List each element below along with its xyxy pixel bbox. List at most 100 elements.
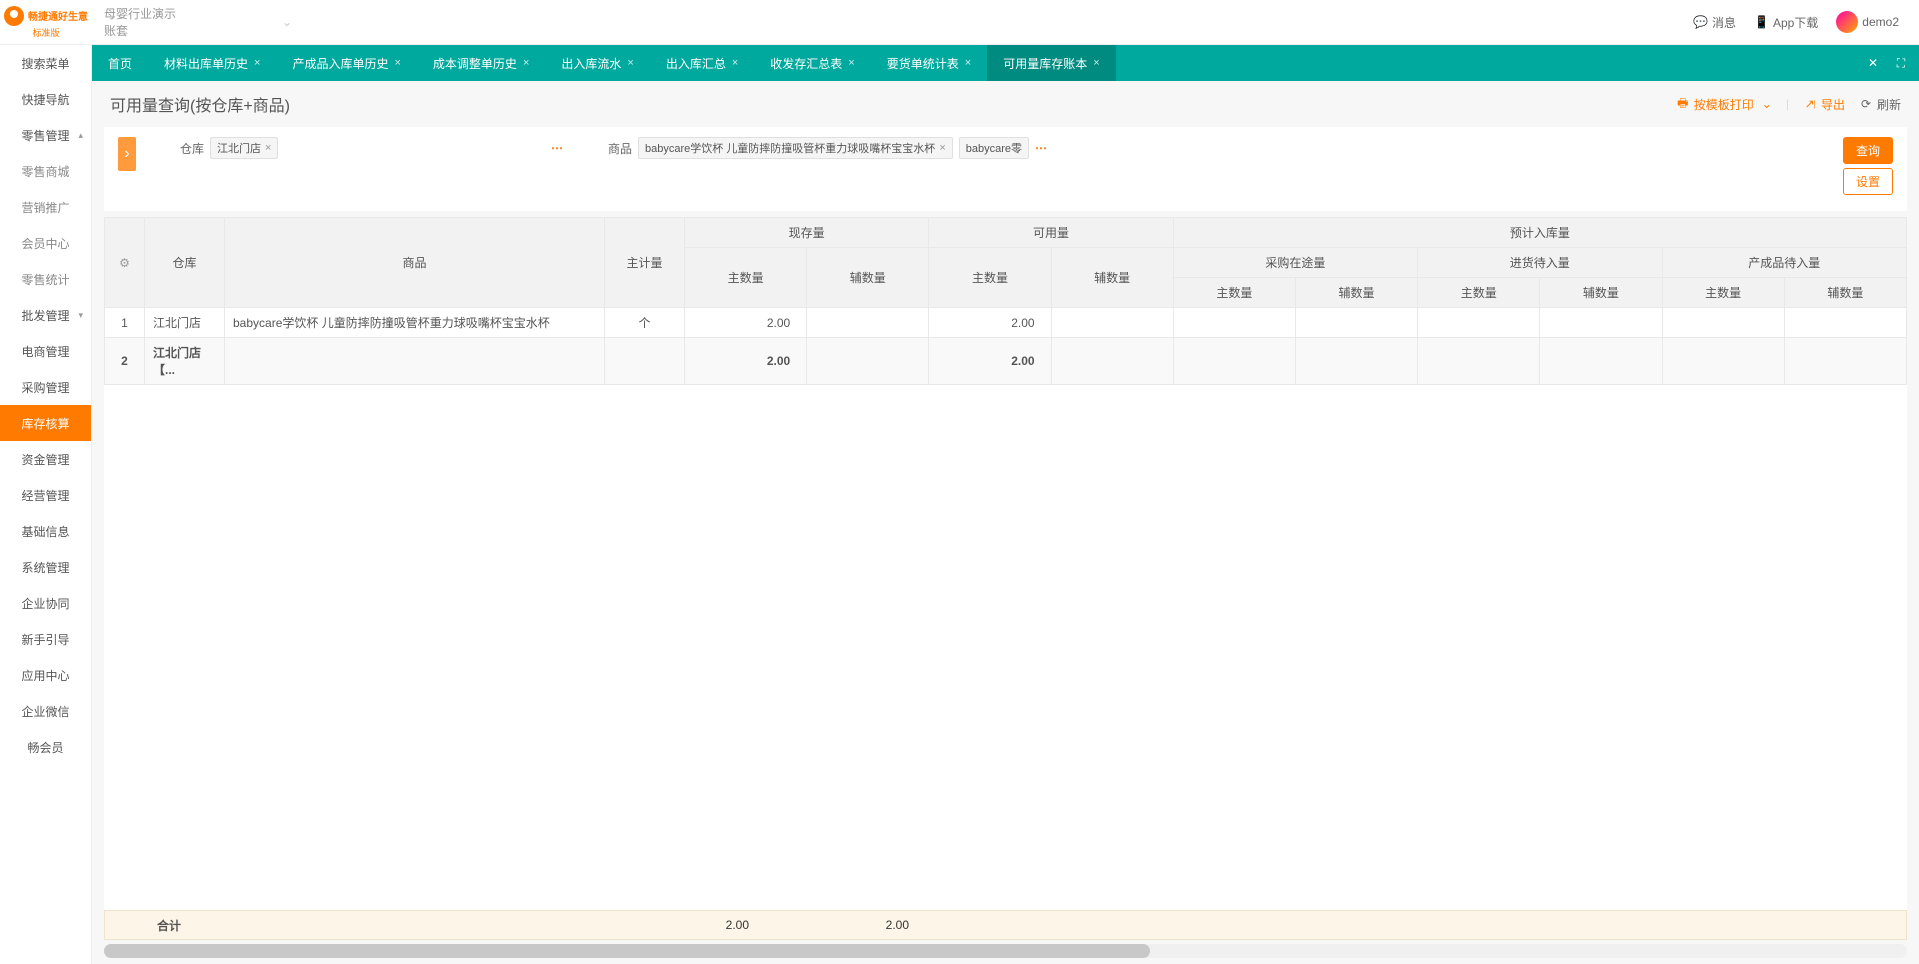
col-group-purchase: 采购在途量	[1173, 248, 1417, 278]
sidebar-search[interactable]: 搜索菜单	[0, 45, 91, 81]
sidebar-item-basicinfo[interactable]: 基础信息	[0, 513, 91, 549]
close-icon[interactable]: ×	[1093, 57, 1099, 69]
cell-stock-main: 2.00	[685, 308, 807, 338]
sidebar-item-member[interactable]: 畅会员	[0, 729, 91, 765]
print-button[interactable]: 按模板打印	[1676, 96, 1772, 113]
filter-panel: 仓库 江北门店 × ⋯ 商品 babycare学饮杯 儿童防摔防撞吸管杯重力球吸…	[104, 127, 1907, 211]
tab-available-stock[interactable]: 可用量库存账本×	[987, 45, 1115, 81]
tab-inout-flow[interactable]: 出入库流水×	[545, 45, 649, 81]
col-stock-main: 主数量	[685, 248, 807, 308]
top-header: 畅捷通好生意 标准版 母婴行业演示账套 消息 App下载 demo2	[0, 0, 1919, 45]
product-tag[interactable]: babycare零	[959, 137, 1029, 159]
row-index: 1	[105, 308, 145, 338]
sidebar-item-guide[interactable]: 新手引导	[0, 621, 91, 657]
fullscreen-button[interactable]	[1891, 53, 1911, 73]
col-group-available: 可用量	[929, 218, 1173, 248]
account-set-selector[interactable]: 母婴行业演示账套	[92, 5, 292, 39]
totals-stock-main: 2.00	[685, 918, 765, 932]
sidebar-group-retail[interactable]: 零售管理▴	[0, 117, 91, 153]
totals-label: 合计	[105, 917, 225, 934]
sidebar-sub-retailmall[interactable]: 零售商城	[0, 153, 91, 189]
user-menu[interactable]: demo2	[1836, 11, 1899, 33]
phone-icon	[1754, 15, 1769, 29]
remove-tag-icon[interactable]: ×	[265, 142, 271, 154]
refresh-button[interactable]: 刷新	[1859, 96, 1901, 113]
table-row-summary[interactable]: 2 江北门店【... 2.00 2.00	[105, 338, 1907, 385]
sidebar-item-system[interactable]: 系统管理	[0, 549, 91, 585]
cell-unit	[605, 338, 685, 385]
sidebar-group-wholesale[interactable]: 批发管理▾	[0, 297, 91, 333]
cell-stock-aux	[807, 308, 929, 338]
table-row[interactable]: 1 江北门店 babycare学饮杯 儿童防摔防撞吸管杯重力球吸嘴杯宝宝水杯 个…	[105, 308, 1907, 338]
tab-receive-summary[interactable]: 收发存汇总表×	[754, 45, 870, 81]
gear-column[interactable]	[105, 218, 145, 308]
cell-unit: 个	[605, 308, 685, 338]
export-icon	[1803, 97, 1817, 111]
data-table: 仓库 商品 主计量 现存量 可用量 预计入库量 主数量 辅数量 主数量 辅数量	[104, 217, 1907, 910]
gear-icon	[119, 256, 130, 270]
export-button[interactable]: 导出	[1803, 96, 1845, 113]
col-warehouse: 仓库	[145, 218, 225, 308]
sidebar-item-purchase[interactable]: 采购管理	[0, 369, 91, 405]
sidebar-sub-marketing[interactable]: 营销推广	[0, 189, 91, 225]
product-tag[interactable]: babycare学饮杯 儿童防摔防撞吸管杯重力球吸嘴杯宝宝水杯 ×	[638, 137, 953, 159]
col-finished-main: 主数量	[1662, 278, 1784, 308]
close-icon[interactable]: ×	[848, 57, 854, 69]
close-icon[interactable]: ×	[523, 57, 529, 69]
col-purchase-main: 主数量	[1173, 278, 1295, 308]
close-icon[interactable]: ×	[732, 57, 738, 69]
chevron-down-icon	[1762, 97, 1772, 111]
caret-down-icon: ▾	[78, 310, 83, 321]
tab-request-stats[interactable]: 要货单统计表×	[871, 45, 987, 81]
col-incoming-aux: 辅数量	[1540, 278, 1662, 308]
product-more-button[interactable]: ⋯	[1035, 141, 1048, 155]
sidebar-item-ecommerce[interactable]: 电商管理	[0, 333, 91, 369]
col-group-incoming: 进货待入量	[1418, 248, 1662, 278]
app-download-link[interactable]: App下载	[1754, 14, 1818, 31]
close-icon[interactable]: ×	[254, 57, 260, 69]
tab-cost-adjust[interactable]: 成本调整单历史×	[417, 45, 545, 81]
close-icon[interactable]: ×	[627, 57, 633, 69]
tab-material-out[interactable]: 材料出库单历史×	[148, 45, 276, 81]
sidebar-item-collab[interactable]: 企业协同	[0, 585, 91, 621]
col-product: 商品	[225, 218, 605, 308]
col-avail-main: 主数量	[929, 248, 1051, 308]
brand-text: 畅捷通好生意	[28, 8, 88, 23]
sidebar: 搜索菜单 快捷导航 零售管理▴ 零售商城 营销推广 会员中心 零售统计 批发管理…	[0, 45, 92, 964]
close-icon[interactable]: ×	[965, 57, 971, 69]
sidebar-item-operations[interactable]: 经营管理	[0, 477, 91, 513]
top-right-actions: 消息 App下载 demo2	[1693, 11, 1919, 33]
sidebar-sub-member[interactable]: 会员中心	[0, 225, 91, 261]
sidebar-item-appcenter[interactable]: 应用中心	[0, 657, 91, 693]
settings-button[interactable]: 设置	[1843, 168, 1893, 195]
caret-up-icon: ▴	[78, 130, 83, 141]
table-head: 仓库 商品 主计量 现存量 可用量 预计入库量 主数量 辅数量 主数量 辅数量	[105, 218, 1907, 308]
close-icon[interactable]: ×	[394, 57, 400, 69]
tabs-bar: 首页 材料出库单历史× 产成品入库单历史× 成本调整单历史× 出入库流水× 出入…	[92, 45, 1919, 81]
col-finished-aux: 辅数量	[1784, 278, 1906, 308]
tab-home[interactable]: 首页	[92, 45, 148, 81]
warehouse-tag[interactable]: 江北门店 ×	[210, 137, 278, 159]
query-button[interactable]: 查询	[1843, 137, 1893, 164]
sidebar-quicknav[interactable]: 快捷导航	[0, 81, 91, 117]
sidebar-item-funds[interactable]: 资金管理	[0, 441, 91, 477]
sidebar-item-wework[interactable]: 企业微信	[0, 693, 91, 729]
tab-inout-summary[interactable]: 出入库汇总×	[650, 45, 754, 81]
cell-product: babycare学饮杯 儿童防摔防撞吸管杯重力球吸嘴杯宝宝水杯	[225, 308, 605, 338]
col-group-finished: 产成品待入量	[1662, 248, 1907, 278]
sidebar-item-inventory[interactable]: 库存核算	[0, 405, 91, 441]
col-incoming-main: 主数量	[1418, 278, 1540, 308]
expand-filter-button[interactable]	[118, 137, 136, 171]
remove-tag-icon[interactable]: ×	[939, 142, 945, 154]
cell-warehouse: 江北门店	[145, 308, 225, 338]
messages-link[interactable]: 消息	[1693, 14, 1736, 31]
tab-finished-in[interactable]: 产成品入库单历史×	[276, 45, 416, 81]
sidebar-sub-retailstats[interactable]: 零售统计	[0, 261, 91, 297]
close-all-tabs-button[interactable]	[1863, 53, 1883, 73]
scrollbar-thumb[interactable]	[104, 944, 1150, 958]
horizontal-scrollbar[interactable]	[104, 944, 1907, 958]
warehouse-more-button[interactable]: ⋯	[551, 141, 564, 155]
user-name: demo2	[1862, 15, 1899, 29]
refresh-icon	[1859, 97, 1873, 111]
product-filter-label: 商品	[572, 140, 632, 157]
